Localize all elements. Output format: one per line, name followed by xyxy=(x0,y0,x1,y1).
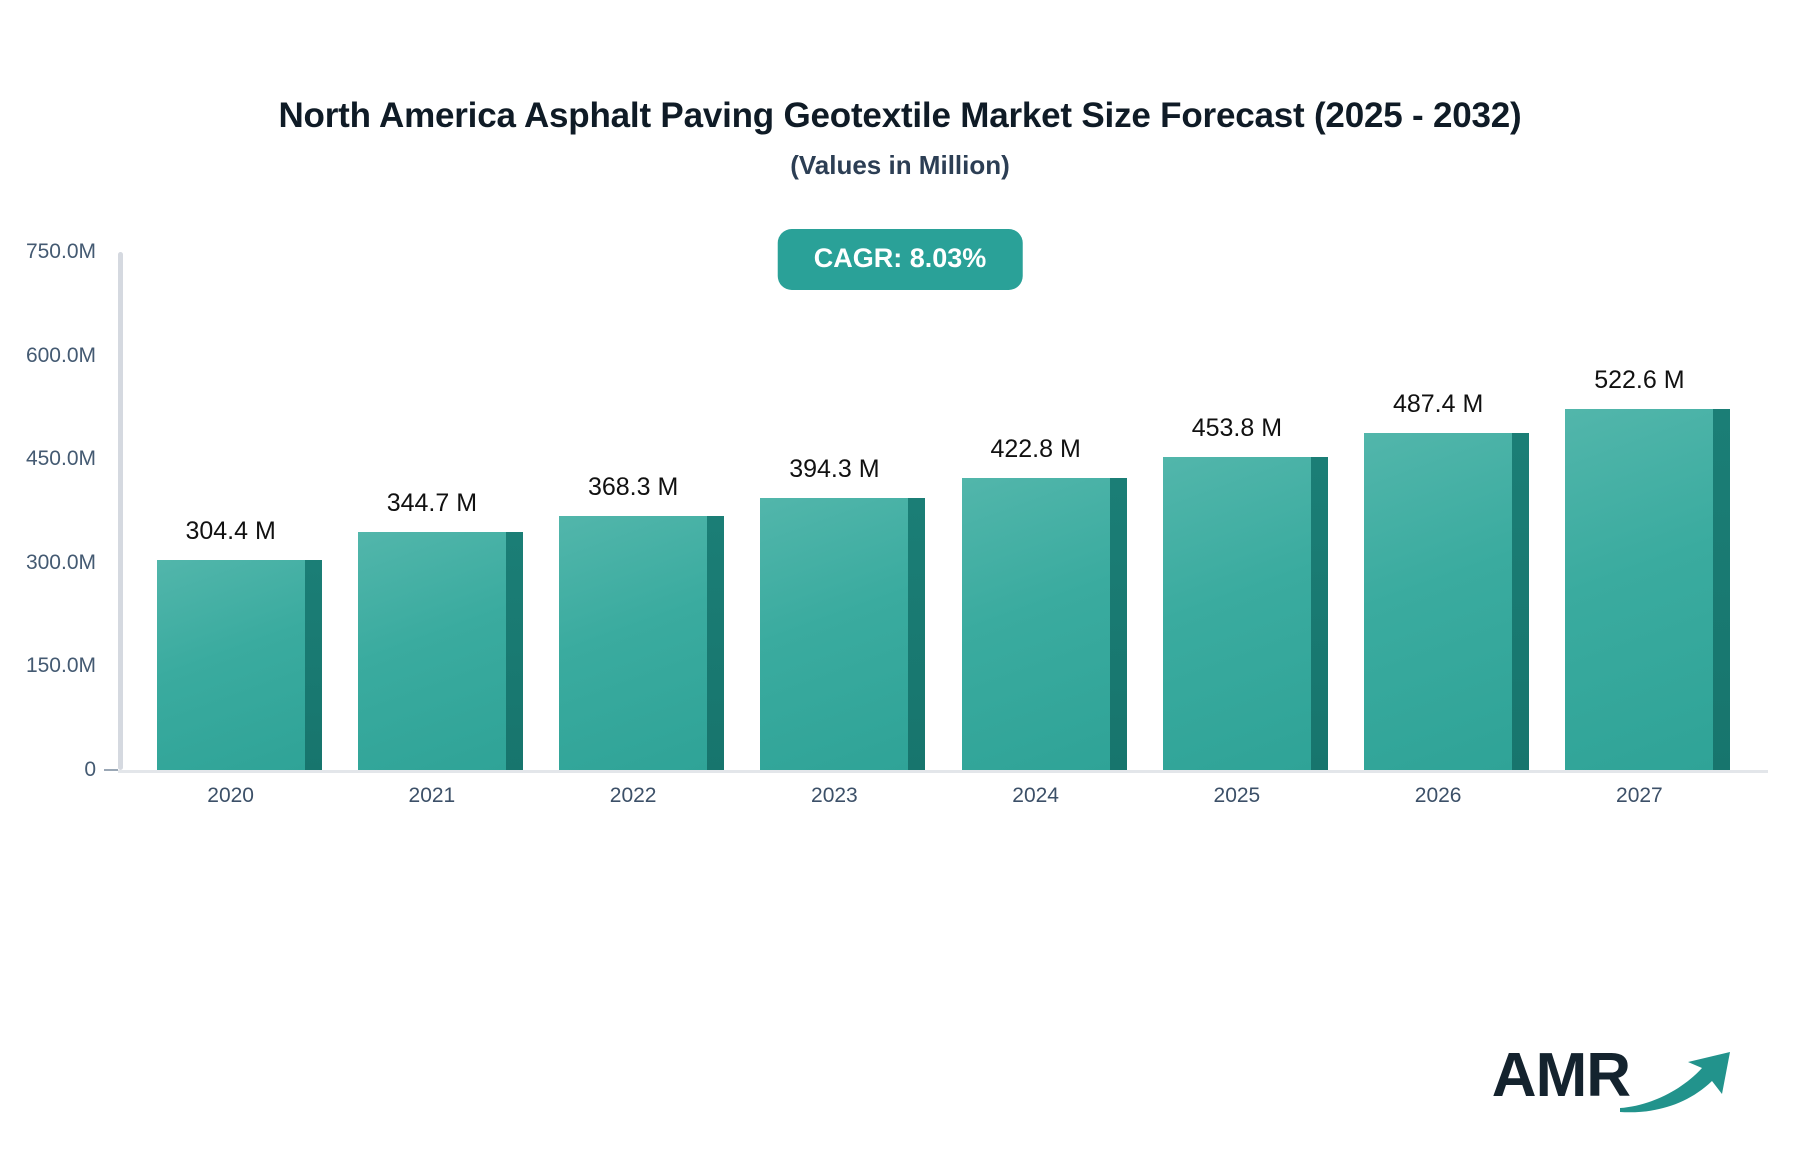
trend-up-arrow-icon xyxy=(1620,1052,1730,1113)
bar-front-face xyxy=(1162,456,1311,770)
bar-value-label: 304.4 M xyxy=(185,516,276,545)
bar-front-face xyxy=(156,559,305,770)
chart-subtitle: (Values in Million) xyxy=(790,150,1010,181)
amr-logo: AMR xyxy=(1492,1038,1738,1114)
cagr-badge: CAGR: 8.03% xyxy=(777,229,1023,290)
bar-value-label: 422.8 M xyxy=(990,435,1081,463)
bar-2024: 422.8 M xyxy=(961,435,1127,770)
bar-value-label: 487.4 M xyxy=(1392,390,1484,419)
bar-side-face xyxy=(304,559,322,770)
x-axis-tick-label: 2023 xyxy=(811,784,858,807)
bar-2021: 344.7 M xyxy=(357,489,523,770)
bar-value-label: 453.8 M xyxy=(1191,413,1283,442)
bar-side-face xyxy=(707,515,725,770)
y-axis-tick-label: 150.0M xyxy=(25,654,96,678)
bar-side-face xyxy=(1310,456,1328,770)
bar-side-face xyxy=(505,531,523,770)
bar-front-face xyxy=(961,478,1110,770)
x-axis-tick-label: 2026 xyxy=(1414,784,1462,807)
x-axis-line xyxy=(118,770,1768,773)
bars-layer: 304.4 M 344.7 M 368.3 M 394.3 M 422.8 M 453.8… xyxy=(118,252,1768,770)
y-axis-tick-label: 450.0M xyxy=(25,447,96,471)
bar-side-face xyxy=(1109,478,1127,770)
bar-2023: 394.3 M xyxy=(760,455,926,770)
x-axis-tick-label: 2025 xyxy=(1213,784,1261,807)
x-axis-tick-label: 2027 xyxy=(1616,784,1663,807)
bar-2022: 368.3 M xyxy=(559,473,725,770)
bar-front-face xyxy=(1364,433,1513,770)
bar-2026: 487.4 M xyxy=(1364,390,1530,770)
x-axis-tick-label: 2022 xyxy=(609,784,657,807)
bar-front-face xyxy=(1565,409,1714,770)
y-axis-tick-label: 300.0M xyxy=(25,550,96,574)
x-axis-tick-label: 2021 xyxy=(408,784,456,807)
bar-2020: 304.4 M xyxy=(156,517,322,770)
bar-2025: 453.8 M xyxy=(1162,414,1328,770)
bar-value-label: 368.3 M xyxy=(587,472,679,501)
x-axis-labels: 2020 2021 2022 2023 2024 2025 2026 2027 xyxy=(118,784,1768,824)
y-axis-tick-label: 0 xyxy=(84,758,96,781)
bar-side-face xyxy=(1713,409,1731,770)
bar-front-face xyxy=(357,531,506,770)
x-axis-tick-label: 2024 xyxy=(1012,784,1059,807)
bar-front-face xyxy=(760,497,909,770)
bar-value-label: 522.6 M xyxy=(1594,366,1685,395)
bar-side-face xyxy=(1512,433,1530,770)
title-block: North America Asphalt Paving Geotextile … xyxy=(0,96,1800,181)
y-axis-tick-label: 600.0M xyxy=(25,343,96,367)
x-axis-tick-label: 2020 xyxy=(207,784,254,807)
y-axis-line xyxy=(118,252,123,770)
bar-2027: 522.6 M xyxy=(1565,366,1731,770)
amr-logo-text: AMR xyxy=(1491,1041,1631,1110)
y-axis-labels: 0 150.0M 300.0M 450.0M 600.0M 750.0M xyxy=(0,240,118,781)
bar-side-face xyxy=(908,497,926,770)
y-axis-tick xyxy=(104,769,118,771)
bar-value-label: 394.3 M xyxy=(789,454,880,483)
plot-area: 304.4 M 344.7 M 368.3 M 394.3 M 422.8 M 453.8… xyxy=(118,252,1768,773)
y-axis-tick-label: 750.0M xyxy=(25,240,96,263)
page-title: North America Asphalt Paving Geotextile … xyxy=(278,96,1522,135)
bar-front-face xyxy=(559,515,708,770)
bar-value-label: 344.7 M xyxy=(386,488,478,517)
